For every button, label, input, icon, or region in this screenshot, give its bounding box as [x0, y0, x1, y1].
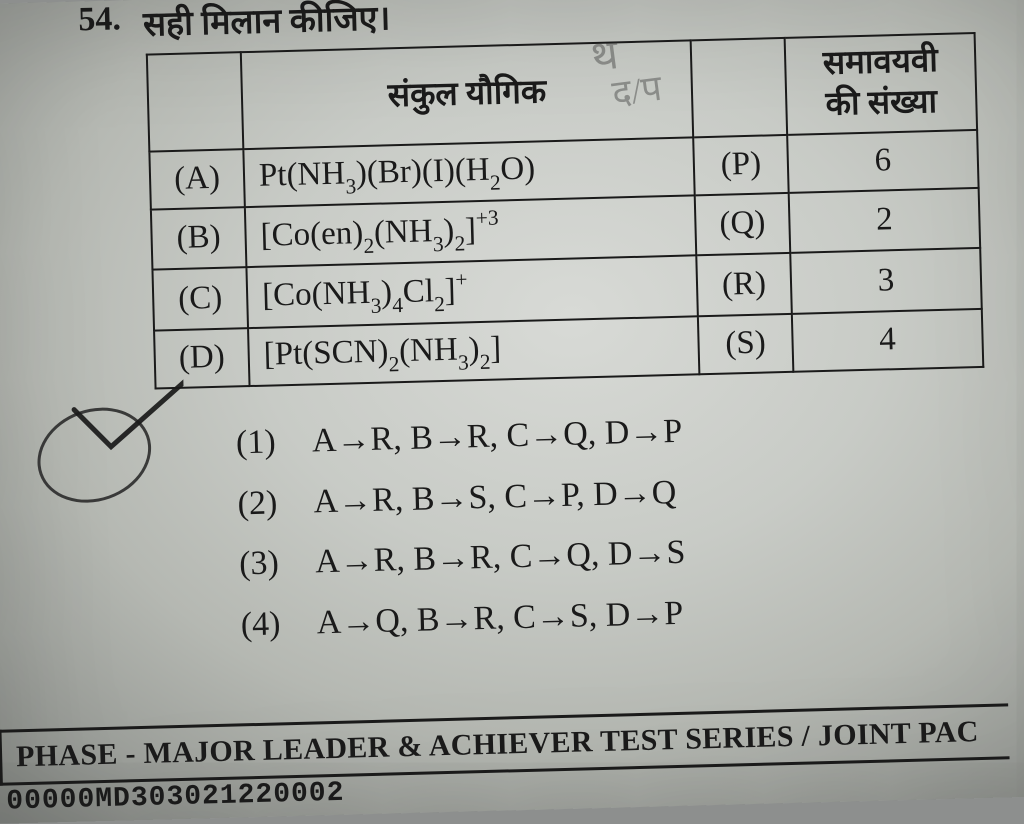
option-text: A→R, B→R, C→Q, D→P: [311, 402, 683, 472]
header-isomer-count: समावयवी की संख्या: [785, 33, 977, 134]
option-text: A→R, B→S, C→P, D→Q: [313, 463, 677, 533]
row-count: 4: [792, 309, 983, 372]
option-number: (1): [235, 412, 297, 474]
question-prompt: सही मिलान कीजिए।: [142, 0, 390, 46]
scanned-page: 54. सही मिलान कीजिए। संकुल यौगिक समावयवी…: [0, 0, 1024, 824]
row-count: 2: [789, 188, 981, 253]
header-blank: [147, 52, 243, 151]
option-text: A→Q, B→R, C→S, D→P: [316, 583, 684, 653]
option-text: A→R, B→R, C→Q, D→S: [314, 523, 686, 593]
row-label: (C): [152, 267, 248, 330]
row-count: 6: [787, 129, 978, 192]
header-compound: संकुल यौगिक: [241, 40, 693, 148]
header-blank2: [691, 38, 787, 137]
row-label: (B): [151, 207, 247, 270]
series-title: PHASE - MAJOR LEADER & ACHIEVER TEST SER…: [16, 715, 979, 773]
row-plabel: (R): [696, 253, 792, 316]
option-number: (3): [238, 533, 300, 595]
pen-check-icon: [63, 379, 185, 462]
row-count: 3: [790, 248, 982, 313]
footer-series-box: PHASE - MAJOR LEADER & ACHIEVER TEST SER…: [0, 703, 1010, 785]
question-number: 54.: [64, 0, 121, 47]
row-plabel: (Q): [695, 193, 791, 256]
option-number: (2): [237, 473, 299, 535]
answer-options: (1) A→R, B→R, C→Q, D→P (2) A→R, B→S, C→P…: [235, 393, 1021, 655]
matching-table: संकुल यौगिक समावयवी की संख्या (A) Pt(NH3…: [146, 32, 985, 390]
row-label: (A): [149, 149, 244, 210]
option-number: (4): [240, 593, 302, 655]
row-plabel: (P): [693, 134, 788, 195]
row-plabel: (S): [698, 314, 793, 375]
row-compound: [Pt(SCN)2(NH3)2]: [248, 316, 699, 386]
question-block: 54. सही मिलान कीजिए। संकुल यौगिक समावयवी…: [64, 0, 1021, 660]
